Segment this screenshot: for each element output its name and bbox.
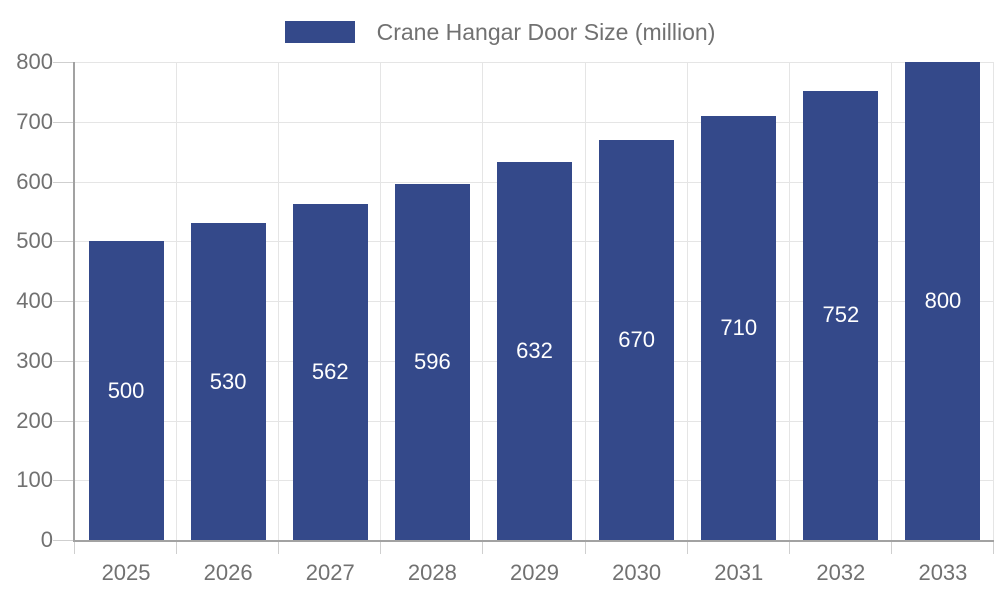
- bar-value-label: 632: [516, 338, 553, 364]
- y-tick-mark: [53, 540, 73, 541]
- y-gridline: [75, 62, 994, 63]
- y-tick-mark: [53, 62, 73, 63]
- plot-area: 500 530 562 596 632 670 710 752 800: [73, 62, 994, 542]
- x-axis-tick-label: 2031: [714, 560, 764, 585]
- x-gridline: [482, 62, 484, 540]
- legend-swatch[interactable]: [284, 21, 355, 43]
- bar-value-label: 596: [414, 348, 451, 374]
- x-gridline: [788, 62, 790, 540]
- x-tick-mark: [176, 542, 178, 554]
- legend[interactable]: Crane Hangar Door Size (million): [0, 16, 1000, 48]
- y-tick-mark: [53, 181, 73, 183]
- x-gridline: [584, 62, 586, 540]
- y-axis-tick-label: 700: [16, 108, 53, 134]
- x-axis-tick-label: 2028: [407, 560, 457, 585]
- bar[interactable]: 632: [497, 162, 572, 540]
- x-axis-tick-label: 2026: [203, 560, 253, 585]
- y-tick-mark: [53, 480, 73, 482]
- x-tick-mark: [74, 542, 75, 554]
- bar-value-label: 800: [924, 288, 962, 313]
- x-gridline: [993, 62, 994, 540]
- y-tick-mark: [53, 301, 73, 302]
- y-axis-tick-label: 800: [16, 49, 53, 74]
- bar-value-label: 752: [822, 302, 860, 328]
- bar[interactable]: 800: [905, 62, 981, 540]
- y-axis-tick-label: 600: [16, 168, 53, 194]
- y-tick-mark: [53, 360, 73, 362]
- x-axis-tick-label: 2033: [918, 560, 968, 585]
- bar-value-label: 500: [107, 377, 145, 403]
- y-tick-mark: [53, 121, 73, 123]
- bar[interactable]: 710: [701, 115, 777, 540]
- x-gridline: [686, 62, 688, 540]
- bar[interactable]: 752: [803, 90, 879, 540]
- bar[interactable]: 530: [190, 223, 266, 540]
- bar-value-label: 670: [618, 326, 655, 352]
- bar[interactable]: 562: [292, 204, 368, 540]
- x-tick-mark: [482, 542, 484, 554]
- x-tick-mark: [278, 542, 280, 554]
- bar-value-label: 710: [720, 314, 758, 340]
- bar[interactable]: 596: [394, 183, 470, 540]
- x-axis-tick-label: 2030: [612, 560, 662, 585]
- y-axis-tick-label: 300: [16, 347, 53, 373]
- x-gridline: [380, 62, 382, 540]
- y-gridline: [75, 121, 994, 123]
- y-axis-tick-label: 500: [16, 228, 53, 254]
- x-axis-tick-label: 2027: [305, 560, 355, 585]
- y-axis-tick-label: 200: [16, 407, 53, 433]
- bar[interactable]: 670: [599, 139, 675, 540]
- x-tick-mark: [890, 542, 892, 554]
- x-axis-tick-label: 2025: [101, 560, 151, 585]
- x-axis-tick-label: 2029: [510, 560, 559, 585]
- x-tick-mark: [380, 542, 382, 554]
- bar-value-label: 562: [311, 359, 349, 385]
- y-tick-mark: [53, 241, 73, 243]
- x-gridline: [176, 62, 178, 540]
- x-tick-mark: [788, 542, 790, 554]
- x-gridline: [890, 62, 892, 540]
- x-tick-mark: [686, 542, 688, 554]
- y-axis-tick-label: 400: [16, 288, 53, 313]
- bar-value-label: 530: [209, 368, 247, 394]
- y-axis-tick-label: 0: [40, 527, 53, 552]
- bar[interactable]: 500: [88, 241, 164, 540]
- y-tick-mark: [53, 420, 73, 422]
- x-axis-tick-label: 2032: [816, 560, 866, 585]
- x-gridline: [278, 62, 280, 540]
- x-tick-mark: [584, 542, 586, 554]
- y-axis-tick-label: 100: [16, 467, 53, 493]
- legend-label: Crane Hangar Door Size (million): [376, 18, 716, 45]
- x-tick-mark: [993, 542, 994, 554]
